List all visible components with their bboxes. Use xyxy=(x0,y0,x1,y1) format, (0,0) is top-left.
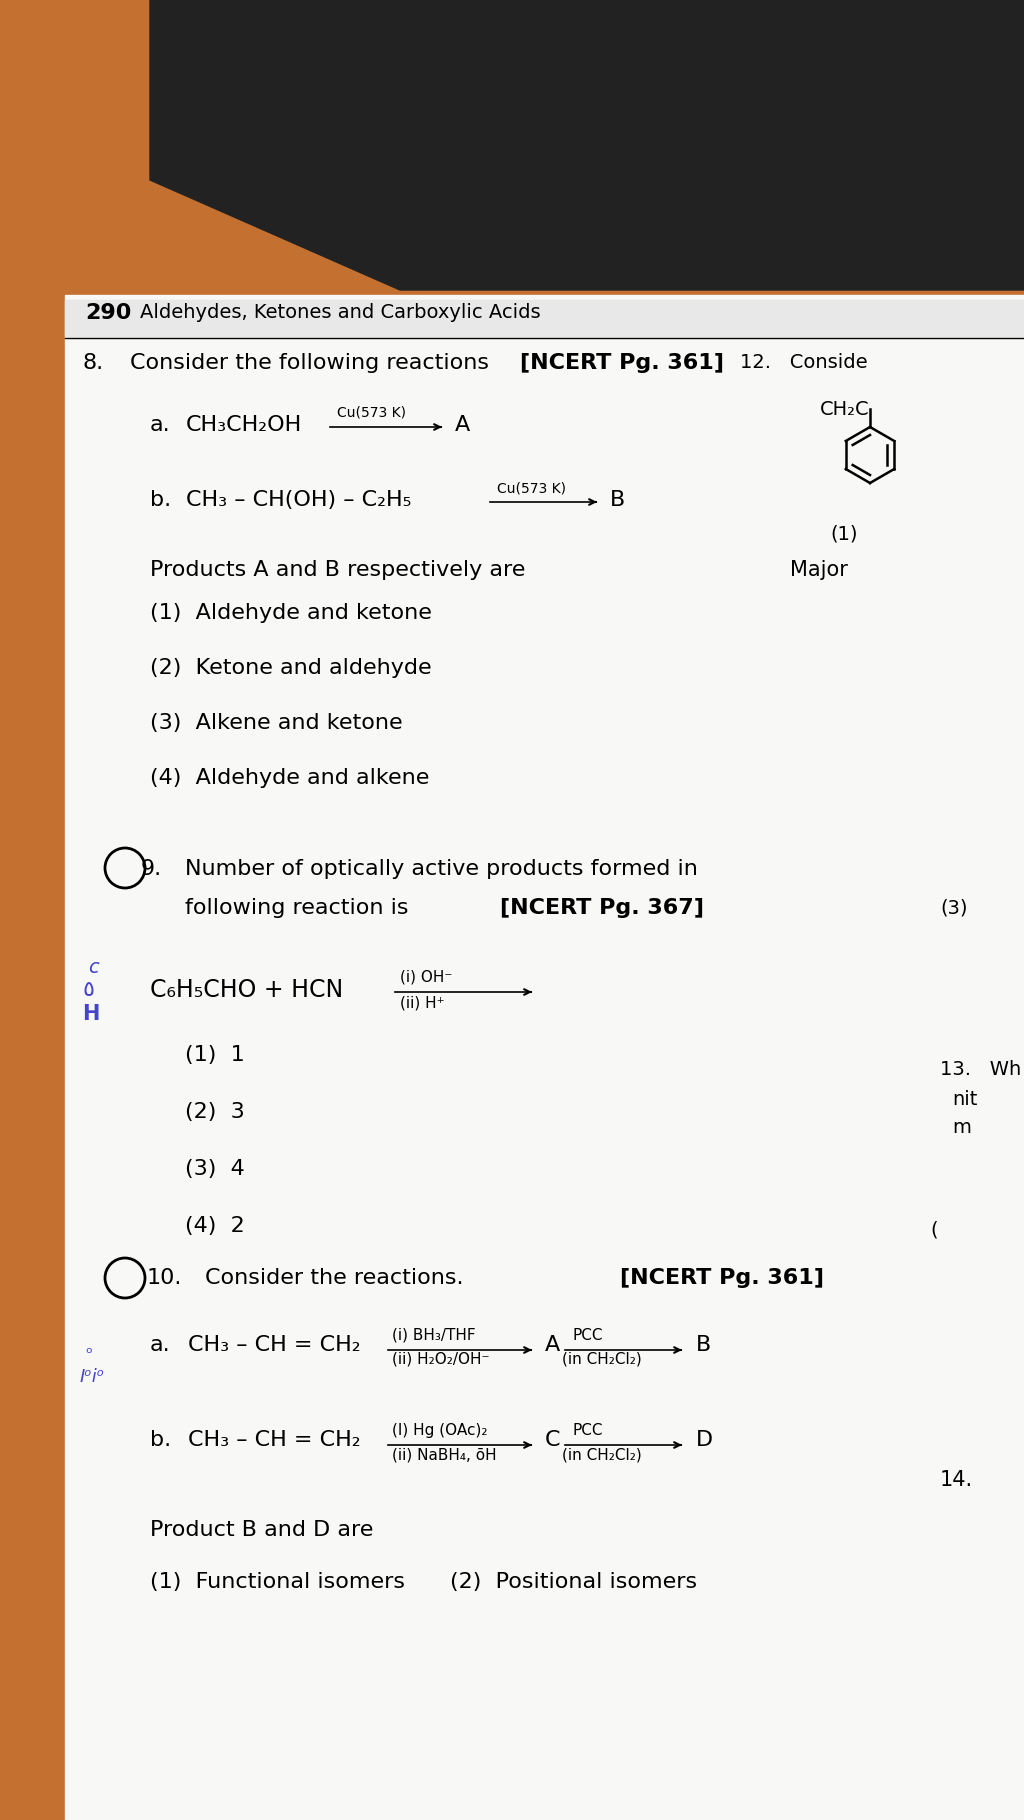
Text: B: B xyxy=(696,1336,712,1356)
Text: CH₃ – CH(OH) – C₂H₅: CH₃ – CH(OH) – C₂H₅ xyxy=(186,490,412,510)
Bar xyxy=(65,300,1024,337)
Text: m: m xyxy=(952,1117,971,1138)
Text: following reaction is: following reaction is xyxy=(185,897,409,917)
Text: Iᵒiᵒ: Iᵒiᵒ xyxy=(80,1369,105,1387)
Text: ٥: ٥ xyxy=(82,979,94,999)
Text: 8.: 8. xyxy=(82,353,103,373)
Text: (3): (3) xyxy=(940,897,968,917)
Text: [NCERT Pg. 361]: [NCERT Pg. 361] xyxy=(520,353,724,373)
Text: CH₃CH₂OH: CH₃CH₂OH xyxy=(186,415,302,435)
Text: H: H xyxy=(82,1005,99,1025)
Text: a.: a. xyxy=(150,415,171,435)
Text: (ii) NaBH₄, ōH: (ii) NaBH₄, ōH xyxy=(392,1447,497,1461)
Text: (ii) H⁺: (ii) H⁺ xyxy=(400,996,444,1010)
Text: (4)  2: (4) 2 xyxy=(185,1216,245,1236)
Text: (in CH₂Cl₂): (in CH₂Cl₂) xyxy=(562,1352,642,1367)
Text: Cu(573 K): Cu(573 K) xyxy=(337,406,406,420)
Text: (3)  4: (3) 4 xyxy=(185,1159,245,1179)
Polygon shape xyxy=(150,0,1024,289)
Text: CH₃ – CH = CH₂: CH₃ – CH = CH₂ xyxy=(188,1431,360,1451)
Text: 14.: 14. xyxy=(940,1471,973,1491)
Text: Consider the following reactions: Consider the following reactions xyxy=(130,353,496,373)
Text: (1): (1) xyxy=(830,524,857,544)
Text: (1)  Aldehyde and ketone: (1) Aldehyde and ketone xyxy=(150,602,432,622)
Text: b.: b. xyxy=(150,1431,171,1451)
Text: Number of optically active products formed in: Number of optically active products form… xyxy=(185,859,698,879)
Text: ᵒ: ᵒ xyxy=(85,1345,92,1363)
Text: 13.   Wh: 13. Wh xyxy=(940,1059,1021,1079)
Text: (1)  Functional isomers: (1) Functional isomers xyxy=(150,1572,406,1592)
Text: b.: b. xyxy=(150,490,171,510)
Text: (1)  1: (1) 1 xyxy=(185,1045,245,1065)
Text: 10.: 10. xyxy=(147,1269,182,1289)
Text: D: D xyxy=(696,1431,713,1451)
Text: PCC: PCC xyxy=(572,1423,602,1438)
Text: CH₂C: CH₂C xyxy=(820,400,869,419)
Text: Aldehydes, Ketones and Carboxylic Acids: Aldehydes, Ketones and Carboxylic Acids xyxy=(140,302,541,322)
Text: 9.: 9. xyxy=(141,859,162,879)
Text: (2)  Ketone and aldehyde: (2) Ketone and aldehyde xyxy=(150,659,432,679)
Text: Cu(573 K): Cu(573 K) xyxy=(497,480,566,495)
Text: A: A xyxy=(545,1336,560,1356)
Text: CH₃ – CH = CH₂: CH₃ – CH = CH₂ xyxy=(188,1336,360,1356)
Text: Consider the reactions.: Consider the reactions. xyxy=(205,1269,464,1289)
Text: (2)  3: (2) 3 xyxy=(185,1101,245,1121)
Text: (I) Hg (OAc)₂: (I) Hg (OAc)₂ xyxy=(392,1423,487,1438)
Text: 12.   Conside: 12. Conside xyxy=(740,353,867,371)
Text: (i) OH⁻: (i) OH⁻ xyxy=(400,970,453,985)
Text: (: ( xyxy=(930,1219,938,1239)
Text: (ii) H₂O₂/OH⁻: (ii) H₂O₂/OH⁻ xyxy=(392,1352,489,1367)
Text: (2)  Positional isomers: (2) Positional isomers xyxy=(450,1572,697,1592)
Bar xyxy=(65,295,1024,1820)
Text: C₆H₅CHO + HCN: C₆H₅CHO + HCN xyxy=(150,977,343,1003)
Text: Products A and B respectively are: Products A and B respectively are xyxy=(150,561,525,581)
Text: Major: Major xyxy=(790,561,848,581)
Text: (i) BH₃/THF: (i) BH₃/THF xyxy=(392,1329,475,1343)
Text: A: A xyxy=(455,415,470,435)
Text: nit: nit xyxy=(952,1090,977,1108)
Text: (4)  Aldehyde and alkene: (4) Aldehyde and alkene xyxy=(150,768,429,788)
Text: Product B and D are: Product B and D are xyxy=(150,1520,374,1540)
Text: [NCERT Pg. 361]: [NCERT Pg. 361] xyxy=(620,1269,824,1289)
Text: [NCERT Pg. 367]: [NCERT Pg. 367] xyxy=(500,897,705,917)
Text: a.: a. xyxy=(150,1336,171,1356)
Text: (in CH₂Cl₂): (in CH₂Cl₂) xyxy=(562,1447,642,1461)
Text: B: B xyxy=(610,490,626,510)
Text: PCC: PCC xyxy=(572,1329,602,1343)
Text: (3)  Alkene and ketone: (3) Alkene and ketone xyxy=(150,713,402,733)
Text: C: C xyxy=(545,1431,560,1451)
Text: c: c xyxy=(88,957,98,977)
Text: 290: 290 xyxy=(85,302,131,322)
